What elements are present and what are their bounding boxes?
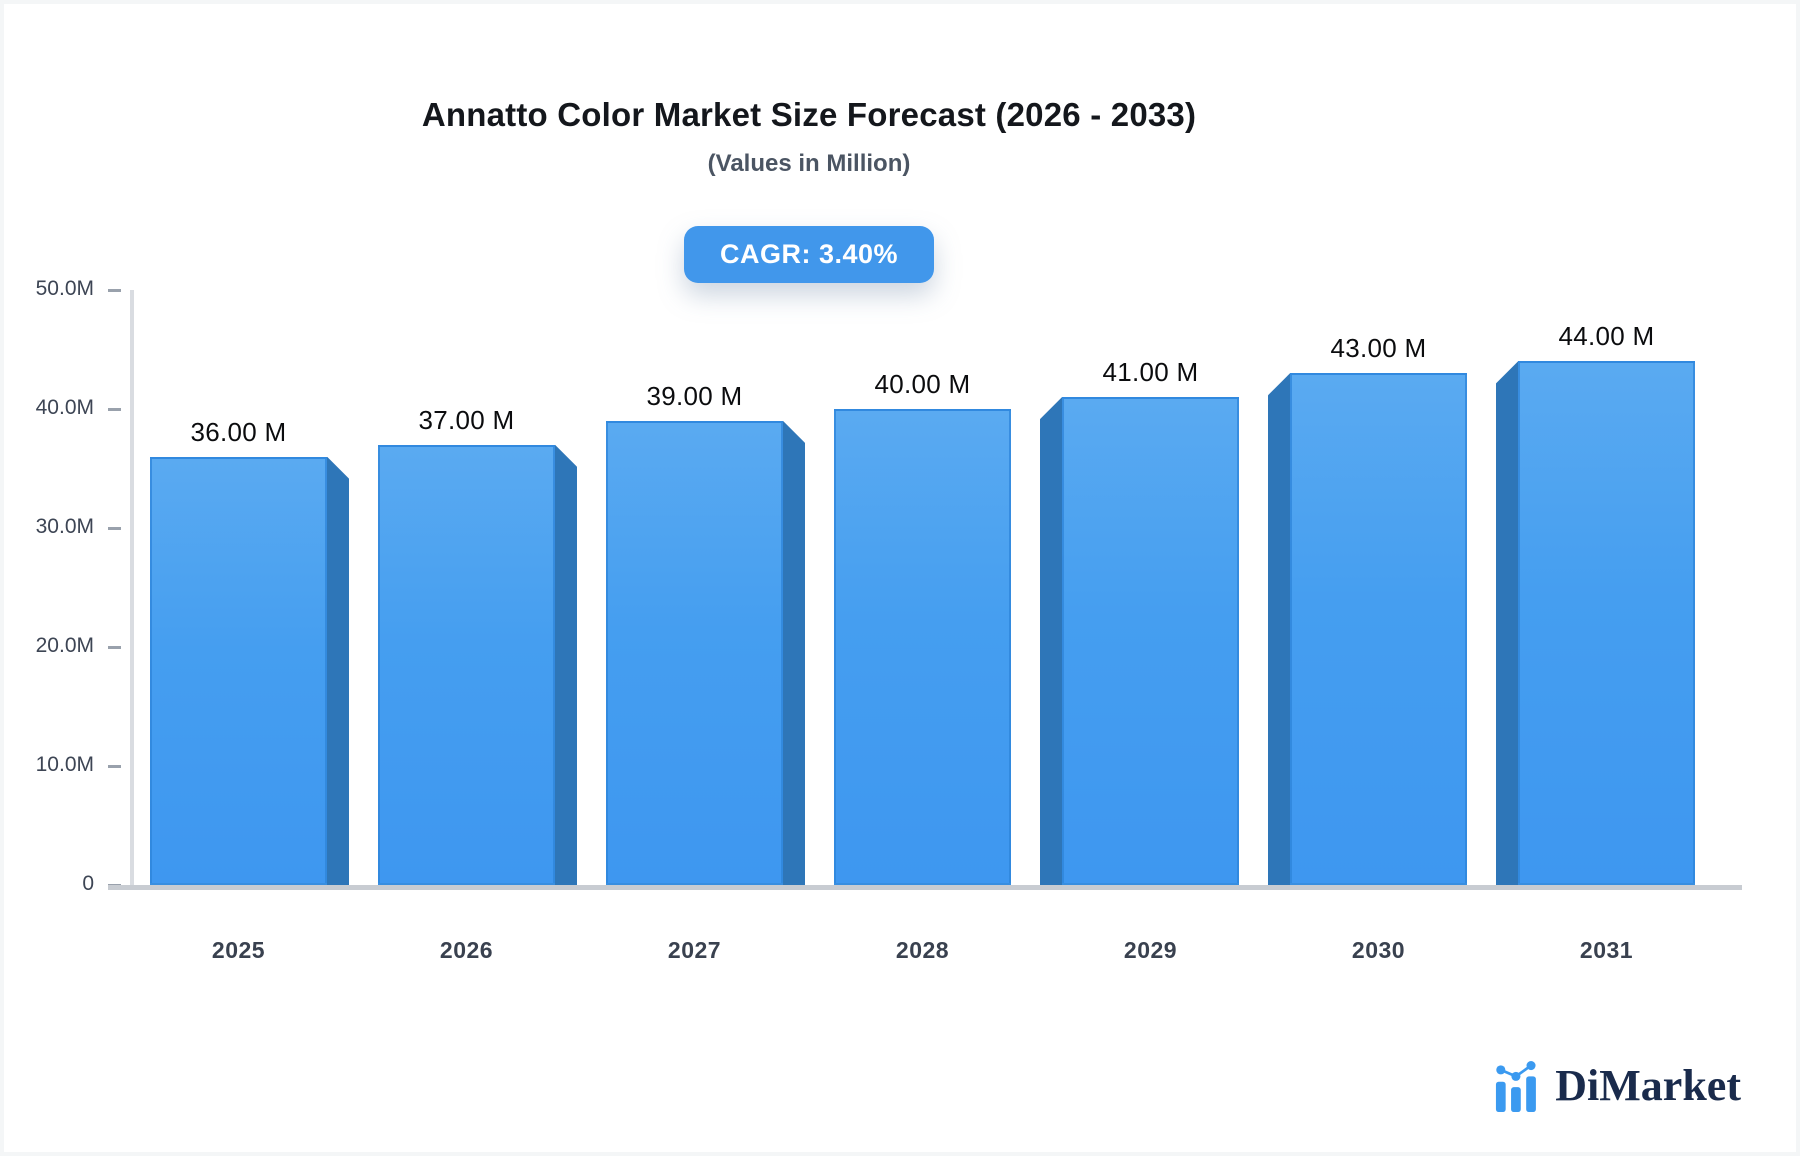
bar-2030[interactable] bbox=[1290, 373, 1467, 885]
y-axis-tick-label: 30.0M bbox=[35, 515, 94, 538]
cagr-badge-row: CAGR: 3.40% bbox=[4, 226, 1614, 283]
y-axis-tick-label: 40.0M bbox=[35, 396, 94, 419]
brand-logo[interactable]: DiMarket bbox=[1491, 1058, 1741, 1112]
bar-2027[interactable] bbox=[606, 420, 783, 885]
x-axis-label: 2028 bbox=[895, 937, 950, 963]
bar-value-label: 37.00 M bbox=[418, 404, 515, 435]
x-axis-label: 2025 bbox=[211, 937, 266, 963]
bar-value-label: 41.00 M bbox=[1102, 357, 1199, 388]
y-axis-tick bbox=[108, 408, 121, 411]
bar-2031[interactable] bbox=[1518, 361, 1695, 885]
x-axis-label: 2031 bbox=[1579, 937, 1634, 963]
y-axis-line bbox=[130, 290, 134, 889]
dimarket-logo-icon bbox=[1496, 1061, 1537, 1112]
y-axis-tick bbox=[108, 765, 121, 768]
y-axis-tick-label: 10.0M bbox=[35, 753, 94, 776]
chart-title: Annatto Color Market Size Forecast (2026… bbox=[421, 96, 1197, 133]
cagr-badge: CAGR: 3.40% bbox=[683, 226, 935, 283]
x-axis-label: 2026 bbox=[439, 937, 494, 963]
bar-chart: 50.0M 40.0M 30.0M 20.0M 10.0M 0 36.00 M 2025 37.… bbox=[4, 4, 1796, 1152]
bar-value-label: 39.00 M bbox=[646, 380, 743, 411]
y-axis-tick-label: 0 bbox=[82, 872, 94, 895]
bar-value-label: 40.00 M bbox=[874, 369, 971, 399]
x-axis-line bbox=[108, 885, 1742, 890]
bar-2026[interactable] bbox=[378, 444, 555, 885]
bar-2025[interactable] bbox=[150, 456, 327, 885]
bar-value-label: 44.00 M bbox=[1558, 321, 1655, 352]
bar-2029[interactable] bbox=[1062, 397, 1239, 885]
y-axis-tick bbox=[108, 289, 121, 292]
chart-subtitle: (Values in Million) bbox=[707, 150, 911, 177]
bar-value-label: 43.00 M bbox=[1330, 333, 1427, 364]
bar-side-face bbox=[327, 456, 349, 885]
bar-2028[interactable] bbox=[834, 409, 1011, 885]
y-axis-tick bbox=[108, 527, 121, 530]
bar-side-face bbox=[555, 444, 577, 885]
y-axis-tick bbox=[108, 646, 121, 649]
y-axis-tick-label: 50.0M bbox=[35, 277, 94, 300]
bar-side-face bbox=[1268, 373, 1290, 885]
bar-side-face bbox=[1496, 361, 1518, 885]
y-axis-tick-label: 20.0M bbox=[35, 634, 94, 657]
x-axis-label: 2029 bbox=[1123, 937, 1178, 963]
bar-side-face bbox=[1040, 397, 1062, 885]
bar-side-face bbox=[783, 420, 805, 885]
x-axis-label: 2030 bbox=[1351, 937, 1406, 963]
x-axis-label: 2027 bbox=[667, 937, 722, 963]
brand-logo-text: DiMarket bbox=[1555, 1060, 1741, 1110]
bar-value-label: 36.00 M bbox=[190, 416, 287, 447]
